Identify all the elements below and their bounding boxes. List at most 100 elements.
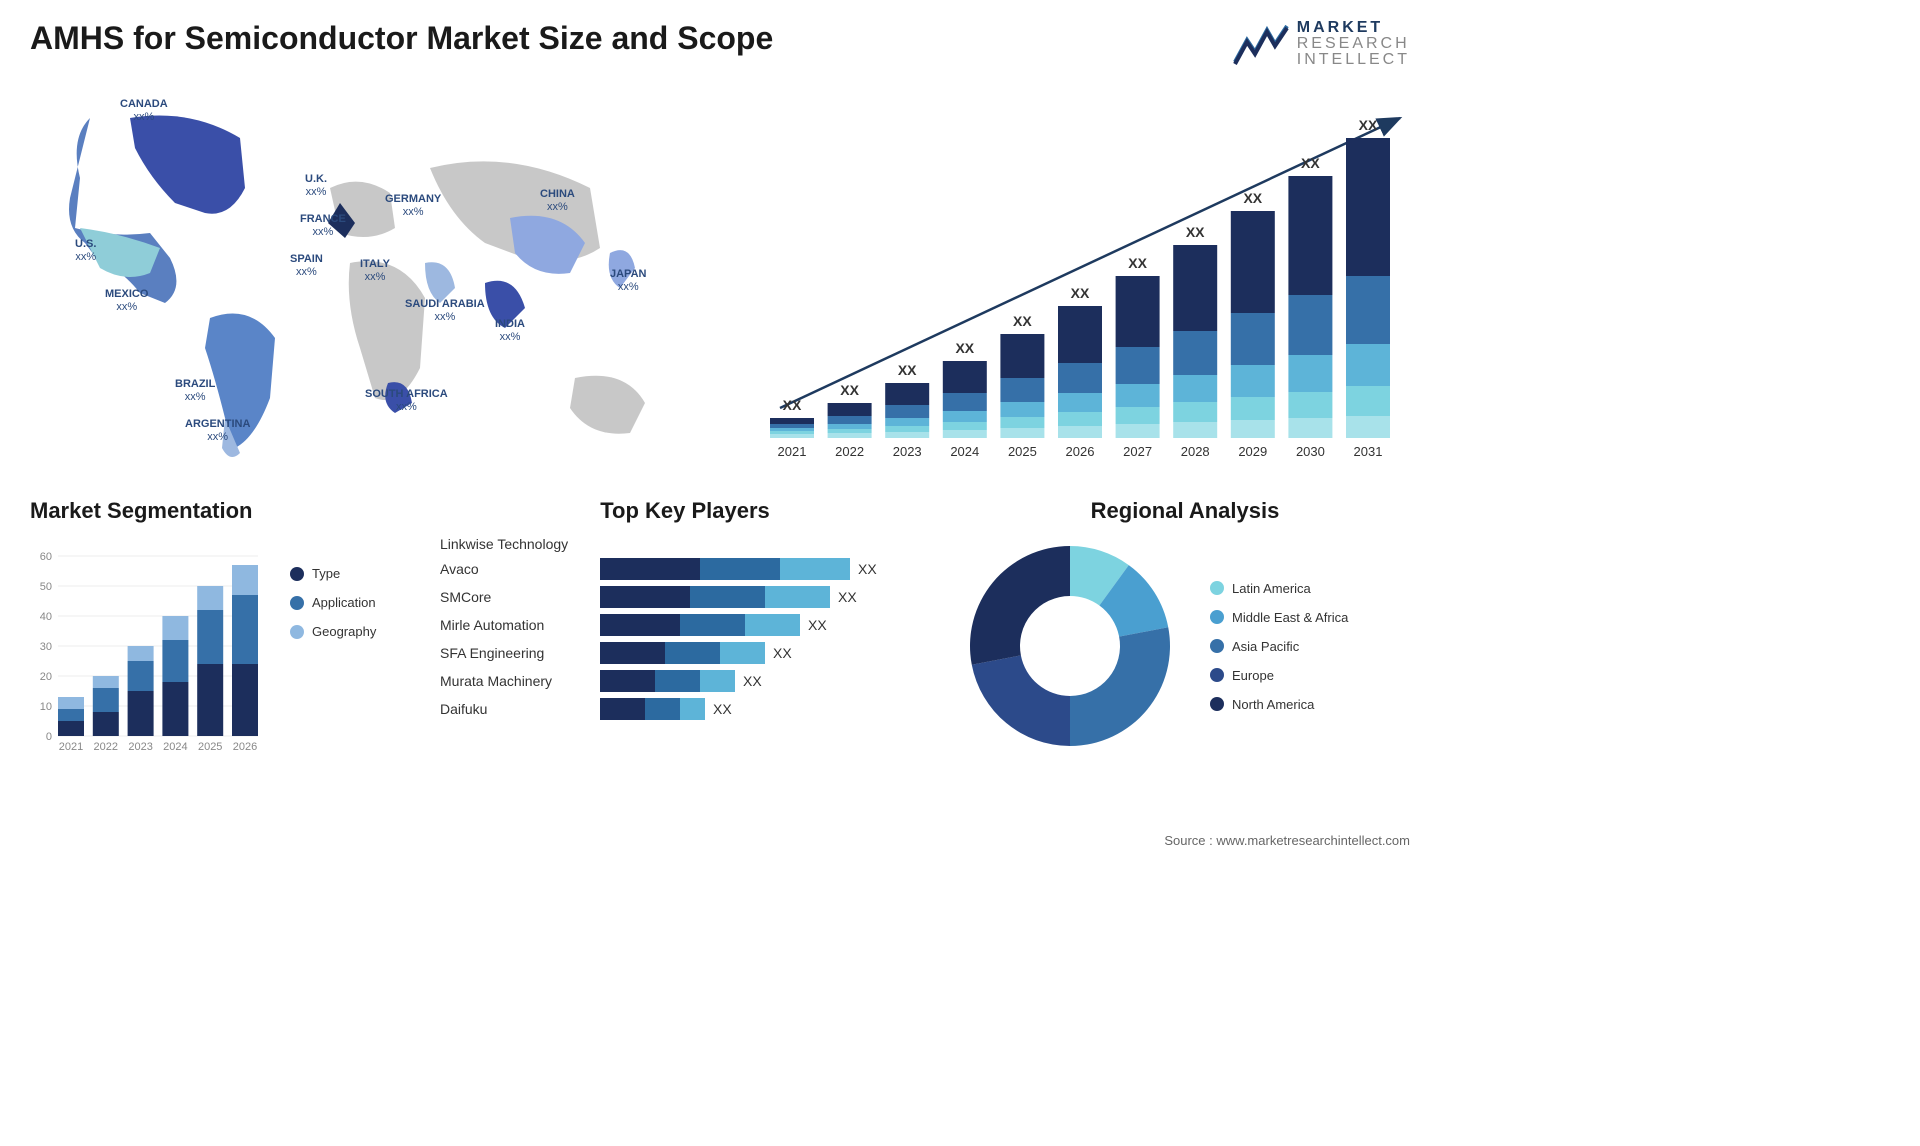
map-label-canada: CANADAxx%	[120, 98, 168, 124]
player-name: SFA Engineering	[440, 645, 590, 661]
main-year-label: 2026	[1066, 444, 1095, 459]
players-list: Linkwise TechnologyAvacoXXSMCoreXXMirle …	[440, 536, 930, 720]
regional-legend-item: Latin America	[1210, 581, 1348, 596]
logo: MARKET RESEARCH INTELLECT	[1233, 20, 1410, 68]
main-bar-seg	[1346, 276, 1390, 344]
header: AMHS for Semiconductor Market Size and S…	[30, 20, 1410, 68]
main-bar-seg	[1288, 176, 1332, 295]
player-value: XX	[838, 589, 857, 605]
regional-legend-item: Middle East & Africa	[1210, 610, 1348, 625]
main-bar-seg	[1058, 393, 1102, 412]
main-bar-seg	[1231, 211, 1275, 313]
seg-bar	[93, 688, 119, 712]
player-name: SMCore	[440, 589, 590, 605]
seg-bar	[197, 664, 223, 736]
main-bar-seg	[885, 405, 929, 418]
main-bar-seg	[828, 416, 872, 424]
main-bar-seg	[885, 383, 929, 405]
main-bar-label: XX	[1013, 313, 1032, 329]
donut-slice	[1070, 627, 1170, 746]
main-year-label: 2025	[1008, 444, 1037, 459]
player-value: XX	[858, 561, 877, 577]
seg-legend-item: Type	[290, 566, 376, 581]
svg-text:2026: 2026	[233, 741, 257, 753]
main-chart-svg: XX2021XX2022XX2023XX2024XX2025XX2026XX20…	[750, 88, 1410, 468]
main-bar-seg	[828, 433, 872, 438]
map-label-uk: U.K.xx%	[305, 173, 327, 199]
segmentation-section: Market Segmentation 01020304050602021202…	[30, 498, 410, 756]
main-bar-seg	[1288, 418, 1332, 438]
segmentation-legend: TypeApplicationGeography	[290, 536, 376, 756]
seg-bar	[162, 682, 188, 736]
main-bar-seg	[1173, 422, 1217, 438]
regional-legend-item: Europe	[1210, 668, 1348, 683]
seg-bar	[232, 565, 258, 595]
player-row: Linkwise Technology	[440, 536, 930, 552]
main-bar-seg	[770, 424, 814, 428]
map-label-germany: GERMANYxx%	[385, 193, 441, 219]
regional-legend-item: North America	[1210, 697, 1348, 712]
seg-legend-item: Application	[290, 595, 376, 610]
main-bar-chart: XX2021XX2022XX2023XX2024XX2025XX2026XX20…	[750, 88, 1410, 468]
logo-line1: MARKET	[1297, 20, 1410, 36]
main-bar-seg	[1346, 386, 1390, 416]
player-row: SMCore XX	[440, 586, 930, 608]
main-bar-seg	[943, 361, 987, 393]
seg-bar	[128, 661, 154, 691]
main-bar-seg	[1173, 331, 1217, 375]
main-year-label: 2027	[1123, 444, 1152, 459]
top-row: CANADAxx%U.S.xx%MEXICOxx%BRAZILxx%ARGENT…	[30, 88, 1410, 468]
map-label-china: CHINAxx%	[540, 188, 575, 214]
main-year-label: 2030	[1296, 444, 1325, 459]
player-row: DaifukuXX	[440, 698, 930, 720]
main-year-label: 2022	[835, 444, 864, 459]
seg-bar	[58, 721, 84, 736]
main-bar-seg	[1346, 416, 1390, 438]
main-year-label: 2023	[893, 444, 922, 459]
main-bar-seg	[943, 411, 987, 422]
main-bar-seg	[1288, 392, 1332, 418]
player-value: XX	[743, 673, 762, 689]
seg-bar	[232, 595, 258, 664]
main-bar-seg	[1231, 365, 1275, 397]
logo-icon	[1233, 22, 1289, 66]
player-row: Mirle AutomationXX	[440, 614, 930, 636]
main-bar-label: XX	[1186, 224, 1205, 240]
svg-text:30: 30	[40, 641, 52, 653]
svg-text:20: 20	[40, 671, 52, 683]
main-bar-seg	[1231, 397, 1275, 420]
main-bar-seg	[770, 418, 814, 424]
svg-text:2022: 2022	[94, 741, 118, 753]
main-bar-seg	[1000, 402, 1044, 417]
map-label-us: U.S.xx%	[75, 238, 96, 264]
main-bar-seg	[1000, 334, 1044, 378]
main-bar-seg	[1346, 138, 1390, 276]
main-bar-seg	[828, 429, 872, 433]
main-bar-seg	[885, 432, 929, 438]
page-title: AMHS for Semiconductor Market Size and S…	[30, 20, 773, 57]
main-bar-seg	[1116, 276, 1160, 347]
main-bar-seg	[1231, 313, 1275, 365]
logo-line3: INTELLECT	[1297, 52, 1410, 68]
map-label-japan: JAPANxx%	[610, 268, 646, 294]
map-label-spain: SPAINxx%	[290, 253, 323, 279]
svg-text:60: 60	[40, 551, 52, 563]
main-bar-label: XX	[898, 362, 917, 378]
source-text: Source : www.marketresearchintellect.com	[1164, 833, 1410, 848]
svg-text:2025: 2025	[198, 741, 222, 753]
player-name: Murata Machinery	[440, 673, 590, 689]
map-label-italy: ITALYxx%	[360, 258, 390, 284]
svg-text:0: 0	[46, 731, 52, 743]
main-year-label: 2031	[1354, 444, 1383, 459]
player-bar	[600, 614, 800, 636]
regional-section: Regional Analysis Latin AmericaMiddle Ea…	[960, 498, 1410, 756]
main-bar-seg	[885, 418, 929, 426]
main-bar-seg	[1058, 363, 1102, 393]
main-bar-seg	[1116, 384, 1160, 407]
map-label-argentina: ARGENTINAxx%	[185, 418, 250, 444]
main-bar-seg	[885, 426, 929, 432]
segmentation-title: Market Segmentation	[30, 498, 410, 524]
main-bar-seg	[770, 431, 814, 434]
seg-bar	[93, 712, 119, 736]
seg-bar	[128, 691, 154, 736]
